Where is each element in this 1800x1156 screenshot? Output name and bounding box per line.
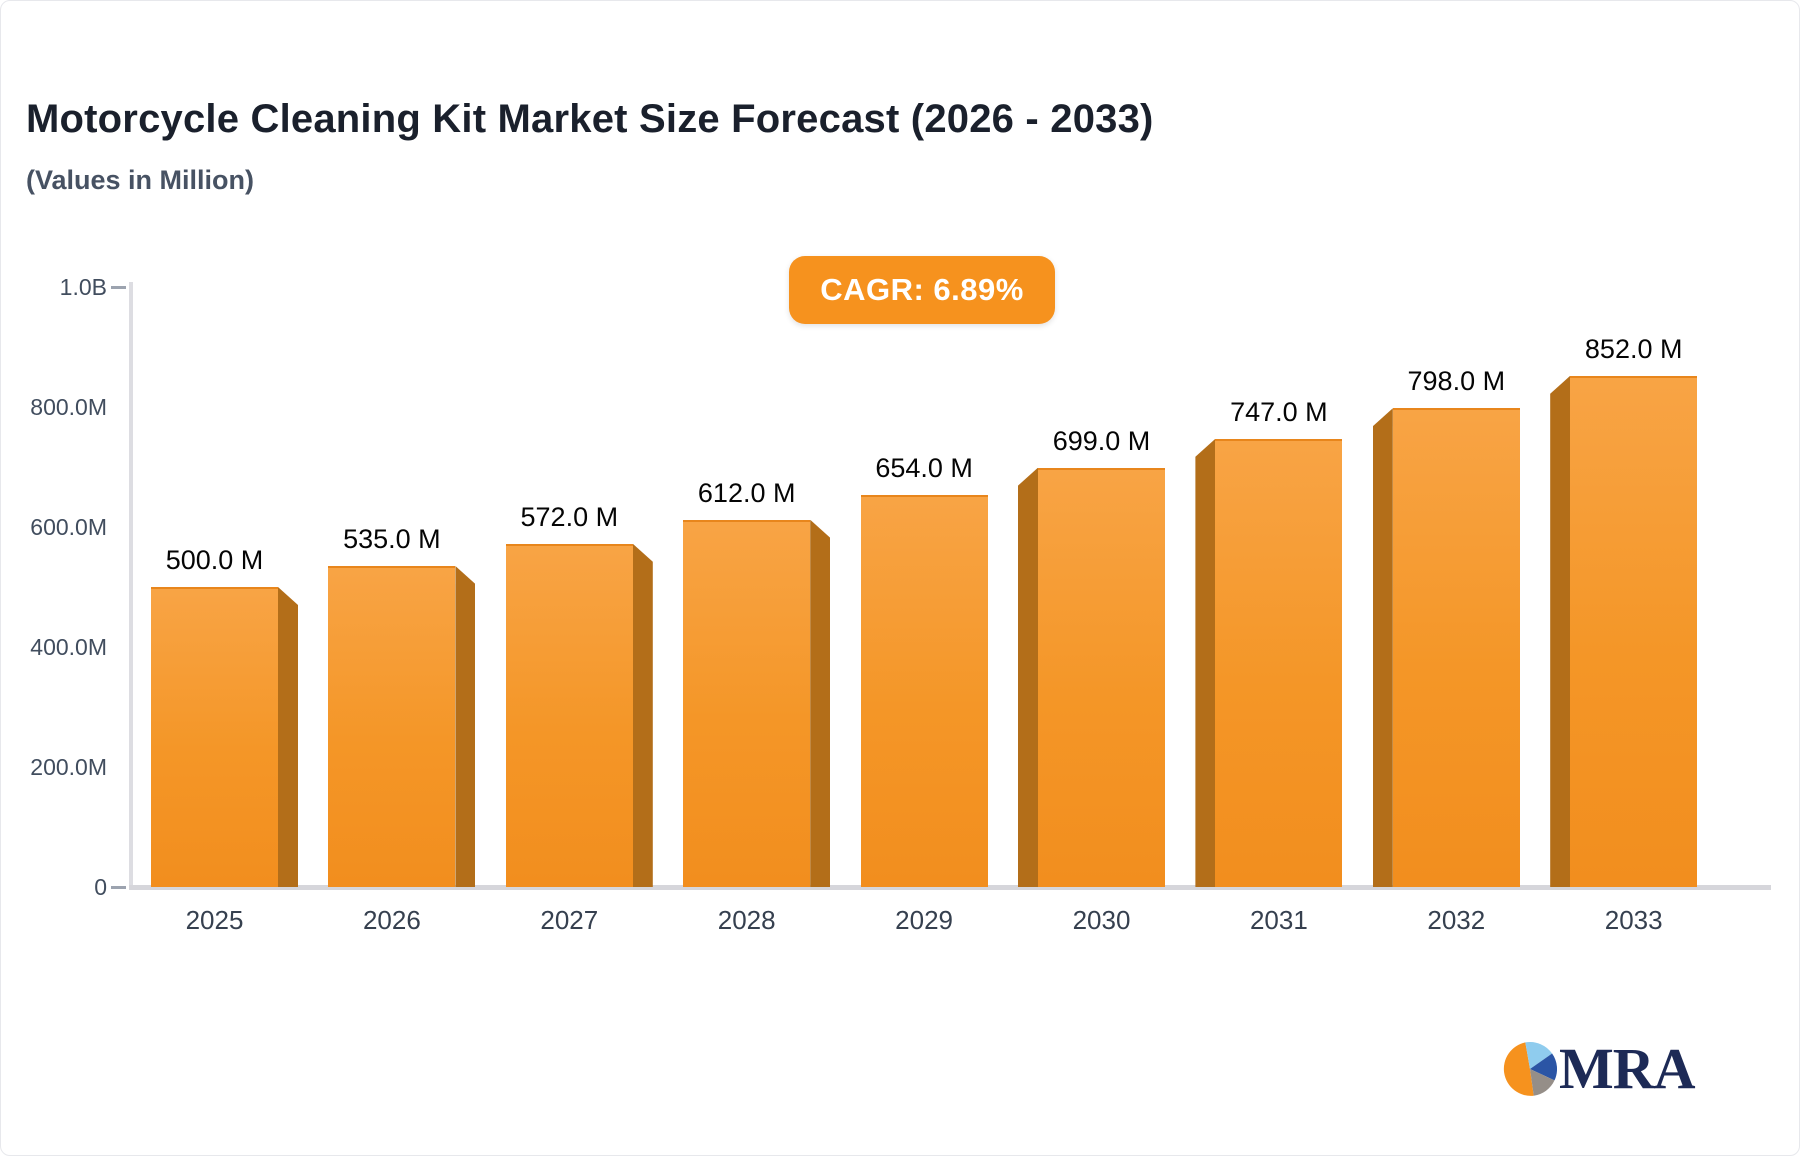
bar-value-label: 699.0 M <box>1052 425 1151 456</box>
x-axis-label: 2025 <box>185 905 244 935</box>
bar <box>860 494 988 887</box>
x-axis-label: 2033 <box>1604 905 1663 935</box>
bar-side <box>455 566 476 887</box>
bar-side <box>810 519 831 887</box>
y-axis-label: 600.0M <box>30 514 107 540</box>
bar <box>151 587 278 887</box>
bar <box>1392 408 1520 887</box>
chart-title: Motorcycle Cleaning Kit Market Size Fore… <box>26 97 1154 141</box>
bar-side <box>1018 467 1038 887</box>
bar <box>505 543 633 887</box>
bar-side <box>1372 408 1393 887</box>
y-axis-label: 400.0M <box>30 634 107 660</box>
bar-value-label: 852.0 M <box>1584 333 1683 364</box>
bar-value-label: 798.0 M <box>1407 366 1506 397</box>
y-axis-label: 0 <box>94 874 107 900</box>
y-axis-label: 200.0M <box>30 754 107 780</box>
bar <box>1215 438 1343 887</box>
bar-side <box>278 587 298 887</box>
x-axis-label: 2029 <box>895 905 954 935</box>
y-axis-label: 1.0B <box>59 274 107 300</box>
bar-value-label: 500.0 M <box>165 545 264 575</box>
bar <box>328 566 456 887</box>
mra-logo-pie-icon <box>1503 1042 1557 1096</box>
bar-value-label: 612.0 M <box>697 477 796 508</box>
bar <box>1038 467 1165 887</box>
y-axis-tick <box>111 286 126 289</box>
y-axis-tick <box>111 886 126 889</box>
bar <box>1570 375 1698 887</box>
mra-logo: MRA <box>1503 1036 1696 1101</box>
bar-value-label: 747.0 M <box>1230 396 1328 427</box>
x-axis-label: 2031 <box>1249 905 1308 935</box>
bar-value-label: 572.0 M <box>520 501 619 532</box>
chart-subtitle: (Values in Million) <box>26 165 255 195</box>
y-axis-label: 800.0M <box>30 394 107 420</box>
mra-logo-text: MRA <box>1559 1036 1696 1101</box>
bar-side <box>1195 438 1216 887</box>
bar-side <box>632 543 653 887</box>
cagr-badge: CAGR: 6.89% <box>789 256 1055 324</box>
bar-side <box>1550 375 1571 887</box>
x-axis-label: 2028 <box>717 905 776 935</box>
bar-value-label: 654.0 M <box>875 452 973 483</box>
x-axis-label: 2026 <box>362 905 421 935</box>
x-axis-line <box>129 885 1771 890</box>
x-axis-label: 2032 <box>1427 905 1486 935</box>
x-axis-label: 2027 <box>540 905 599 935</box>
bar-value-label: 535.0 M <box>343 524 441 554</box>
bar <box>683 519 811 887</box>
x-axis-label: 2030 <box>1072 905 1131 935</box>
y-axis-line <box>129 282 133 888</box>
